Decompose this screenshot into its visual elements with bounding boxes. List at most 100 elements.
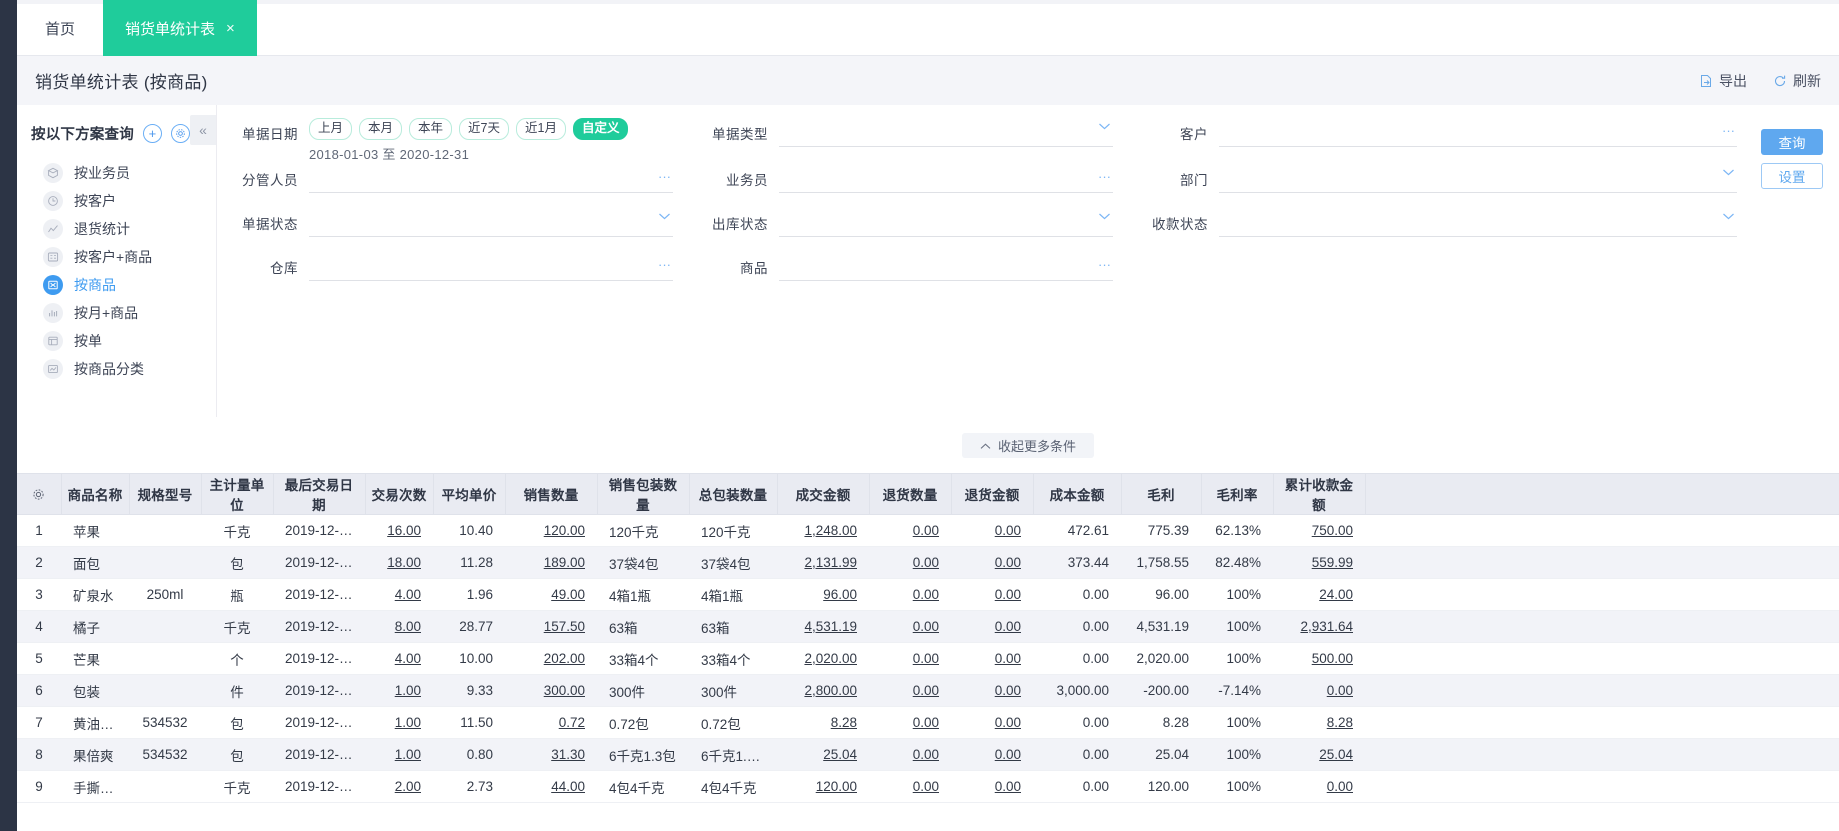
customer-input[interactable] <box>1219 117 1737 147</box>
table-row[interactable]: 7 黄油曲奇 534532 包 2019-12-27 1.00 11.50 0.72 0.72包… <box>17 706 1839 739</box>
cell-return-amount[interactable]: 0.00 <box>951 770 1033 803</box>
cell-return-qty[interactable]: 0.00 <box>869 610 951 643</box>
cell-deal-amount[interactable]: 120.00 <box>777 770 869 803</box>
cell-trade-count[interactable]: 18.00 <box>365 546 433 579</box>
cell-received-link[interactable]: 24.00 <box>1319 587 1353 602</box>
cell-return-qty[interactable]: 0.00 <box>869 546 951 579</box>
date-chip-last-month[interactable]: 上月 <box>309 118 353 140</box>
table-row[interactable]: 5 芒果 个 2019-12-06 4.00 10.00 202.00 33箱4个 33箱4个 2… <box>17 642 1839 675</box>
cell-return-qty[interactable]: 0.00 <box>869 706 951 739</box>
cell-return-amount-link[interactable]: 0.00 <box>994 779 1021 794</box>
cell-received-link[interactable]: 559.99 <box>1311 555 1353 570</box>
chevron-down-icon[interactable] <box>1722 167 1735 179</box>
tab-sales-report[interactable]: 销货单统计表 × <box>103 0 257 56</box>
date-chip-last-7-days[interactable]: 近7天 <box>459 118 509 140</box>
cell-return-qty-link[interactable]: 0.00 <box>912 747 939 762</box>
cell-trade-count[interactable]: 1.00 <box>365 674 433 707</box>
cell-sales-qty[interactable]: 189.00 <box>505 546 597 579</box>
th-product-name[interactable]: 商品名称 <box>61 473 130 515</box>
cell-return-qty-link[interactable]: 0.00 <box>912 523 939 538</box>
cell-trade-count[interactable]: 1.00 <box>365 738 433 771</box>
cell-return-amount[interactable]: 0.00 <box>951 706 1033 739</box>
product-input[interactable] <box>779 251 1113 281</box>
refresh-button[interactable]: 刷新 <box>1773 71 1821 91</box>
cell-trade-count-link[interactable]: 1.00 <box>394 715 421 730</box>
cell-return-qty-link[interactable]: 0.00 <box>912 619 939 634</box>
cell-sales-qty-link[interactable]: 0.72 <box>558 715 585 730</box>
collapse-more-button[interactable]: 收起更多条件 <box>961 432 1094 458</box>
cell-return-qty[interactable]: 0.00 <box>869 578 951 611</box>
cell-return-amount[interactable]: 0.00 <box>951 546 1033 579</box>
th-return-amount[interactable]: 退货金额 <box>951 473 1034 515</box>
cell-trade-count[interactable]: 4.00 <box>365 578 433 611</box>
cell-return-qty[interactable]: 0.00 <box>869 514 951 547</box>
th-deal-amount[interactable]: 成交金额 <box>777 473 870 515</box>
cell-received-link[interactable]: 8.28 <box>1326 715 1353 730</box>
cell-trade-count[interactable]: 16.00 <box>365 514 433 547</box>
chevron-down-icon[interactable] <box>658 211 671 223</box>
th-avg-price[interactable]: 平均单价 <box>433 473 506 515</box>
sidebar-item-return-stats[interactable]: 退货统计 <box>17 215 216 242</box>
cell-deal-amount[interactable]: 8.28 <box>777 706 869 739</box>
date-chip-this-year[interactable]: 本年 <box>409 118 453 140</box>
cell-deal-amount-link[interactable]: 25.04 <box>823 747 857 762</box>
sidebar-item-by-salesperson[interactable]: 按业务员 <box>17 159 216 186</box>
th-total-pkg-qty[interactable]: 总包装数量 <box>689 473 778 515</box>
close-icon[interactable]: × <box>226 19 235 37</box>
th-gross-margin[interactable]: 毛利率 <box>1201 473 1274 515</box>
date-range-text[interactable]: 2018-01-03 至 2020-12-31 <box>309 147 470 162</box>
cell-deal-amount-link[interactable]: 2,131.99 <box>804 555 857 570</box>
cell-sales-qty-link[interactable]: 31.30 <box>551 747 585 762</box>
cell-return-qty-link[interactable]: 0.00 <box>912 587 939 602</box>
settings-button[interactable]: 设置 <box>1761 163 1823 189</box>
cell-trade-count-link[interactable]: 4.00 <box>394 587 421 602</box>
cell-deal-amount[interactable]: 4,531.19 <box>777 610 869 643</box>
cell-return-amount[interactable]: 0.00 <box>951 738 1033 771</box>
cell-return-amount[interactable]: 0.00 <box>951 642 1033 675</box>
table-row[interactable]: 4 橘子 千克 2019-12-30 8.00 28.77 157.50 63箱 63箱 4,53… <box>17 610 1839 643</box>
cell-deal-amount-link[interactable]: 4,531.19 <box>804 619 857 634</box>
table-row[interactable]: 2 面包 包 2019-12-30 18.00 11.28 189.00 37袋4包 37袋4包… <box>17 546 1839 579</box>
chevron-down-icon[interactable] <box>1722 211 1735 223</box>
cell-sales-qty-link[interactable]: 189.00 <box>543 555 585 570</box>
cell-return-amount-link[interactable]: 0.00 <box>994 587 1021 602</box>
cell-return-qty[interactable]: 0.00 <box>869 674 951 707</box>
tab-home[interactable]: 首页 <box>17 0 103 56</box>
cell-sales-qty[interactable]: 120.00 <box>505 514 597 547</box>
cell-deal-amount[interactable]: 25.04 <box>777 738 869 771</box>
table-row[interactable]: 8 果倍爽 534532 包 2019-12-27 1.00 0.80 31.30 6千克1.3… <box>17 738 1839 771</box>
date-chip-custom[interactable]: 自定义 <box>572 118 629 140</box>
cell-return-amount-link[interactable]: 0.00 <box>994 555 1021 570</box>
cell-return-amount-link[interactable]: 0.00 <box>994 715 1021 730</box>
cell-sales-qty-link[interactable]: 49.00 <box>551 587 585 602</box>
th-sales-qty[interactable]: 销售数量 <box>505 473 598 515</box>
cell-sales-qty-link[interactable]: 44.00 <box>551 779 585 794</box>
cell-received[interactable]: 750.00 <box>1273 514 1365 547</box>
salesperson-input[interactable] <box>779 163 1113 193</box>
cell-sales-qty-link[interactable]: 202.00 <box>543 651 585 666</box>
doc-type-select[interactable] <box>779 117 1113 147</box>
cell-deal-amount[interactable]: 2,131.99 <box>777 546 869 579</box>
cell-trade-count[interactable]: 2.00 <box>365 770 433 803</box>
cell-trade-count[interactable]: 1.00 <box>365 706 433 739</box>
cell-return-amount-link[interactable]: 0.00 <box>994 523 1021 538</box>
cell-return-amount[interactable]: 0.00 <box>951 578 1033 611</box>
cell-trade-count-link[interactable]: 2.00 <box>394 779 421 794</box>
table-row[interactable]: 3 矿泉水 250ml 瓶 2019-12-29 4.00 1.96 49.00 4箱1瓶 4箱1… <box>17 578 1839 611</box>
cell-trade-count[interactable]: 8.00 <box>365 610 433 643</box>
table-row[interactable]: 1 苹果 千克 2019-12-29 16.00 10.40 120.00 120千克 120千… <box>17 514 1839 547</box>
th-trade-count[interactable]: 交易次数 <box>365 473 434 515</box>
table-row[interactable]: 6 包装 件 2019-12-31 1.00 9.33 300.00 300件 300件 2,80… <box>17 674 1839 707</box>
cell-return-amount[interactable]: 0.00 <box>951 514 1033 547</box>
sidebar-item-by-order[interactable]: 按单 <box>17 327 216 354</box>
more-dots-icon[interactable]: ··· <box>1098 169 1111 184</box>
cell-deal-amount[interactable]: 96.00 <box>777 578 869 611</box>
cell-deal-amount-link[interactable]: 96.00 <box>823 587 857 602</box>
cell-return-qty-link[interactable]: 0.00 <box>912 555 939 570</box>
cell-received[interactable]: 500.00 <box>1273 642 1365 675</box>
cell-sales-qty[interactable]: 202.00 <box>505 642 597 675</box>
more-dots-icon[interactable]: ··· <box>658 169 671 184</box>
search-button[interactable]: 查询 <box>1761 129 1823 155</box>
collapse-sidebar-icon[interactable]: « <box>190 115 216 145</box>
date-chip-this-month[interactable]: 本月 <box>359 118 403 140</box>
